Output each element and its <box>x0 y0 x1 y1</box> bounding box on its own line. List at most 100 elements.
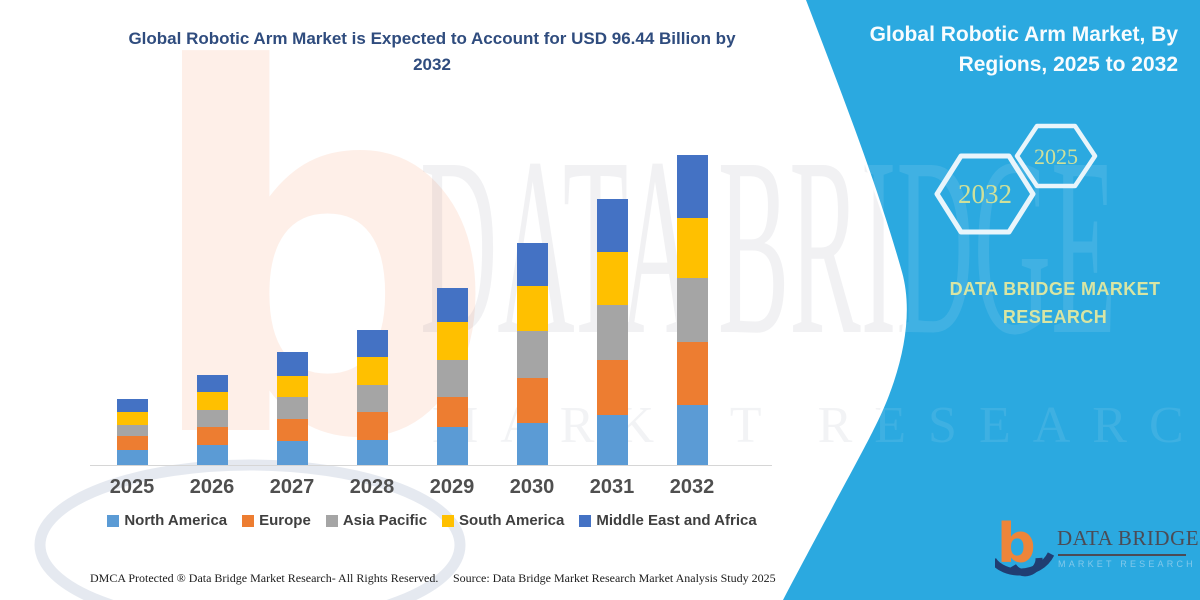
bar-slot-2032 <box>652 147 732 465</box>
bar-segment <box>676 218 708 278</box>
bar-segment <box>276 396 308 419</box>
logo-underline <box>1058 554 1186 556</box>
bar-segment <box>276 352 308 377</box>
bar-segment <box>596 360 628 416</box>
hexagon-2025-label: 2025 <box>1034 144 1078 169</box>
bar-slot-2031 <box>572 147 652 465</box>
chart-legend: North America Europe Asia Pacific South Ame… <box>92 512 772 529</box>
stacked-bar-2028 <box>356 329 388 465</box>
legend-item: South America <box>442 512 564 529</box>
brand-caption-line1: DATA BRIDGE MARKET <box>949 279 1161 299</box>
legend-label: Middle East and Africa <box>596 512 757 529</box>
stacked-bar-2025 <box>116 399 148 465</box>
legend-label: North America <box>124 512 228 529</box>
stacked-bar-chart <box>92 147 732 465</box>
bar-segment <box>116 436 148 450</box>
brand-caption: DATA BRIDGE MARKET RESEARCH <box>920 276 1190 332</box>
bar-segment <box>676 405 708 465</box>
chart-title: Global Robotic Arm Market is Expected to… <box>92 26 772 79</box>
bar-segment <box>676 342 708 406</box>
bar-segment <box>516 378 548 424</box>
panel-heading-line2: Regions, 2025 to 2032 <box>958 53 1178 77</box>
bar-slot-2028 <box>332 147 412 465</box>
bar-segment <box>596 415 628 465</box>
stacked-bar-2026 <box>196 374 228 465</box>
bar-segment <box>196 427 228 445</box>
data-bridge-logo: b DATA BRIDGE MARKET RESEARCH <box>995 518 1199 588</box>
bar-segment <box>596 251 628 305</box>
bar-segment <box>356 384 388 412</box>
logo-swoosh <box>995 552 1055 576</box>
x-axis-labels: 2025 2026 2027 2028 2029 2030 2031 2032 <box>92 476 732 499</box>
hexagon-2032-label: 2032 <box>958 179 1012 209</box>
stacked-bar-2032 <box>676 154 708 465</box>
legend-item: North America <box>107 512 227 529</box>
bar-segment <box>196 391 228 410</box>
legend-swatch-icon <box>107 514 120 527</box>
x-axis-label: 2028 <box>349 476 395 498</box>
hexagon-2025 <box>1014 123 1098 189</box>
logo-sub-text: MARKET RESEARCH <box>1058 559 1196 569</box>
bar-segment <box>516 423 548 465</box>
legend-swatch-icon <box>442 514 455 527</box>
bar-segment <box>196 374 228 392</box>
legend-swatch-icon <box>242 514 255 527</box>
legend-item: Asia Pacific <box>325 512 428 529</box>
legend-label: South America <box>459 512 565 529</box>
logo-name-text: DATA BRIDGE <box>1057 526 1200 550</box>
legend-label: Asia Pacific <box>342 512 428 529</box>
panel-heading-line1: Global Robotic Arm Market, By <box>869 23 1178 46</box>
bar-segment <box>276 418 308 441</box>
legend-swatch-icon <box>579 514 592 527</box>
bar-segment <box>516 286 548 332</box>
bar-slot-2030 <box>492 147 572 465</box>
stacked-bar-2027 <box>276 352 308 465</box>
brand-caption-line2: RESEARCH <box>1002 306 1108 327</box>
bar-segment <box>436 360 468 398</box>
stacked-bar-2029 <box>436 287 468 465</box>
x-axis-label: 2030 <box>509 476 555 498</box>
legend-item: Middle East and Africa <box>579 512 757 529</box>
bar-segment <box>596 304 628 361</box>
logo-b-icon: b <box>995 518 1055 577</box>
bar-segment <box>356 356 388 385</box>
bar-segment <box>356 439 388 465</box>
footer-source-text: Source: Data Bridge Market Research Mark… <box>453 571 776 585</box>
bar-segment <box>276 440 308 465</box>
bar-segment <box>116 449 148 465</box>
x-axis-line <box>90 465 772 466</box>
teal-shape-path <box>783 0 1200 600</box>
hexagon-badges: 2032 2025 <box>934 123 1098 235</box>
stacked-bar-2030 <box>516 243 548 465</box>
bar-slot-2025 <box>92 147 172 465</box>
bar-segment <box>436 397 468 427</box>
x-axis-label: 2027 <box>269 476 315 498</box>
bar-segment <box>436 287 468 323</box>
panel-heading: Global Robotic Arm Market, By Regions, 2… <box>778 20 1178 81</box>
legend-item: Europe <box>242 512 311 529</box>
bar-segment <box>116 424 148 437</box>
bar-slot-2029 <box>412 147 492 465</box>
legend-swatch-icon <box>325 514 338 527</box>
bar-segment <box>516 243 548 287</box>
bar-segment <box>116 411 148 425</box>
bar-segment <box>196 409 228 428</box>
x-axis-label: 2029 <box>429 476 475 498</box>
bar-segment <box>436 322 468 361</box>
bar-slot-2027 <box>252 147 332 465</box>
bar-segment <box>276 376 308 397</box>
bar-segment <box>356 411 388 440</box>
bar-segment <box>356 329 388 357</box>
bar-segment <box>516 331 548 379</box>
bar-segment <box>436 427 468 465</box>
chart-title-line2: 2032 <box>413 55 451 75</box>
x-axis-label: 2032 <box>669 476 715 498</box>
x-axis-label: 2026 <box>189 476 235 498</box>
bar-segment <box>676 154 708 219</box>
chart-title-line1: Global Robotic Arm Market is Expected to… <box>128 29 736 48</box>
bar-segment <box>116 399 148 412</box>
bar-slot-2026 <box>172 147 252 465</box>
x-axis-label: 2025 <box>109 476 155 498</box>
stacked-bar-2031 <box>596 199 628 465</box>
